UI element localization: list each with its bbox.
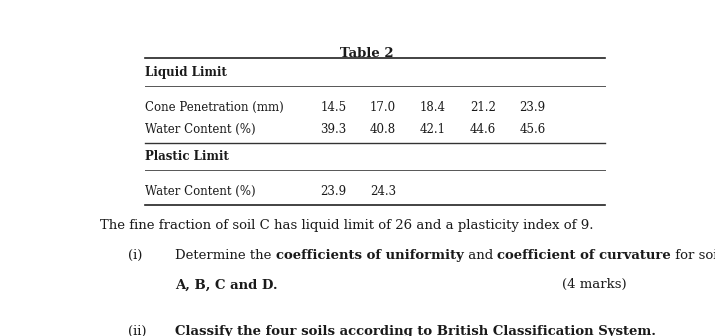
Text: and: and bbox=[464, 249, 497, 262]
Text: Determine the: Determine the bbox=[175, 249, 276, 262]
Text: for soils: for soils bbox=[671, 249, 715, 262]
Text: 23.9: 23.9 bbox=[320, 185, 346, 198]
Text: Water Content (%): Water Content (%) bbox=[144, 185, 255, 198]
Text: 17.0: 17.0 bbox=[370, 101, 396, 114]
Text: 40.8: 40.8 bbox=[370, 123, 396, 136]
Text: 14.5: 14.5 bbox=[320, 101, 346, 114]
Text: A, B, C and D.: A, B, C and D. bbox=[175, 278, 278, 291]
Text: 44.6: 44.6 bbox=[470, 123, 496, 136]
Text: 18.4: 18.4 bbox=[420, 101, 446, 114]
Text: 23.9: 23.9 bbox=[520, 101, 546, 114]
Text: Classify the four soils according to British Classification System.: Classify the four soils according to Bri… bbox=[175, 325, 656, 336]
Text: Plastic Limit: Plastic Limit bbox=[144, 150, 229, 163]
Text: The fine fraction of soil C has liquid limit of 26 and a plasticity index of 9.: The fine fraction of soil C has liquid l… bbox=[100, 219, 594, 232]
Text: Liquid Limit: Liquid Limit bbox=[144, 66, 227, 79]
Text: (4 marks): (4 marks) bbox=[562, 278, 627, 291]
Text: coefficient of curvature: coefficient of curvature bbox=[497, 249, 671, 262]
Text: 21.2: 21.2 bbox=[470, 101, 495, 114]
Text: Cone Penetration (mm): Cone Penetration (mm) bbox=[144, 101, 284, 114]
Text: (i): (i) bbox=[128, 249, 142, 262]
Text: 39.3: 39.3 bbox=[320, 123, 346, 136]
Text: Water Content (%): Water Content (%) bbox=[144, 123, 255, 136]
Text: (ii): (ii) bbox=[128, 325, 147, 336]
Text: Table 2: Table 2 bbox=[340, 47, 393, 60]
Text: coefficients of uniformity: coefficients of uniformity bbox=[276, 249, 464, 262]
Text: 45.6: 45.6 bbox=[520, 123, 546, 136]
Text: 24.3: 24.3 bbox=[370, 185, 396, 198]
Text: 42.1: 42.1 bbox=[420, 123, 446, 136]
